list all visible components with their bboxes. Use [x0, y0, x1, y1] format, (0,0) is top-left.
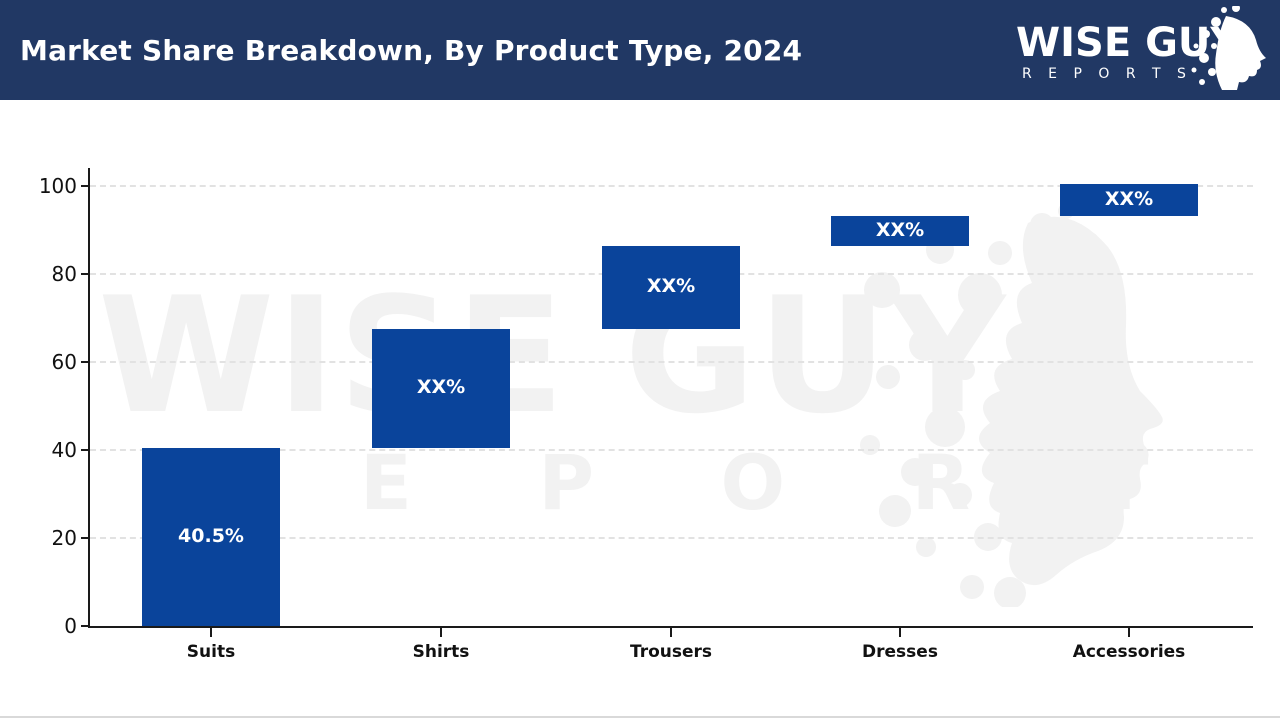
page-title: Market Share Breakdown, By Product Type,… [20, 33, 803, 67]
bar-shirts [372, 329, 510, 448]
bar-value-label: 40.5% [178, 524, 244, 547]
y-tick-mark [81, 273, 90, 275]
y-tick-label: 100 [38, 174, 77, 198]
y-tick-label: 40 [51, 438, 77, 462]
bar-value-label: XX% [875, 218, 925, 241]
y-tick-mark [81, 449, 90, 451]
bottom-divider [0, 716, 1280, 718]
bar-accessories [1060, 184, 1198, 216]
x-tick-mark [440, 628, 442, 637]
y-axis-line [88, 168, 90, 628]
y-tick-label: 20 [51, 526, 77, 550]
bar-value-label: XX% [646, 275, 696, 298]
bar-value-label: XX% [1104, 188, 1154, 211]
y-tick-label: 0 [64, 614, 77, 638]
gridline [90, 449, 1253, 451]
x-tick-mark [899, 628, 901, 637]
watermark-face-icon [860, 203, 1163, 607]
category-label-dresses: Dresses [862, 642, 938, 662]
gridline [90, 361, 1253, 363]
x-axis-line [88, 626, 1253, 628]
gridline [90, 537, 1253, 539]
category-label-accessories: Accessories [1072, 642, 1186, 662]
watermark-text: WISE GUY [98, 262, 1008, 449]
header: Market Share Breakdown, By Product Type,… [0, 0, 1280, 100]
wiseguy-logo: WISE GUY R E P O R T S [1016, 6, 1266, 90]
y-tick-mark [81, 625, 90, 627]
y-tick-mark [81, 537, 90, 539]
gridline [90, 185, 1253, 187]
category-label-suits: Suits [186, 642, 236, 662]
y-tick-label: 80 [51, 262, 77, 286]
bar-trousers [602, 245, 740, 329]
bar-value-label: XX% [416, 376, 466, 399]
x-tick-mark [670, 628, 672, 637]
y-tick-label: 60 [51, 350, 77, 374]
x-tick-mark [1128, 628, 1130, 637]
category-label-shirts: Shirts [412, 642, 470, 662]
x-tick-mark [210, 628, 212, 637]
y-tick-mark [81, 361, 90, 363]
category-label-trousers: Trousers [629, 642, 713, 662]
logo-face-icon [1191, 6, 1266, 90]
y-tick-mark [81, 185, 90, 187]
bar-suits [142, 447, 280, 626]
logo-text-reports: R E P O R T S [1022, 66, 1192, 82]
bar-dresses [831, 215, 969, 246]
